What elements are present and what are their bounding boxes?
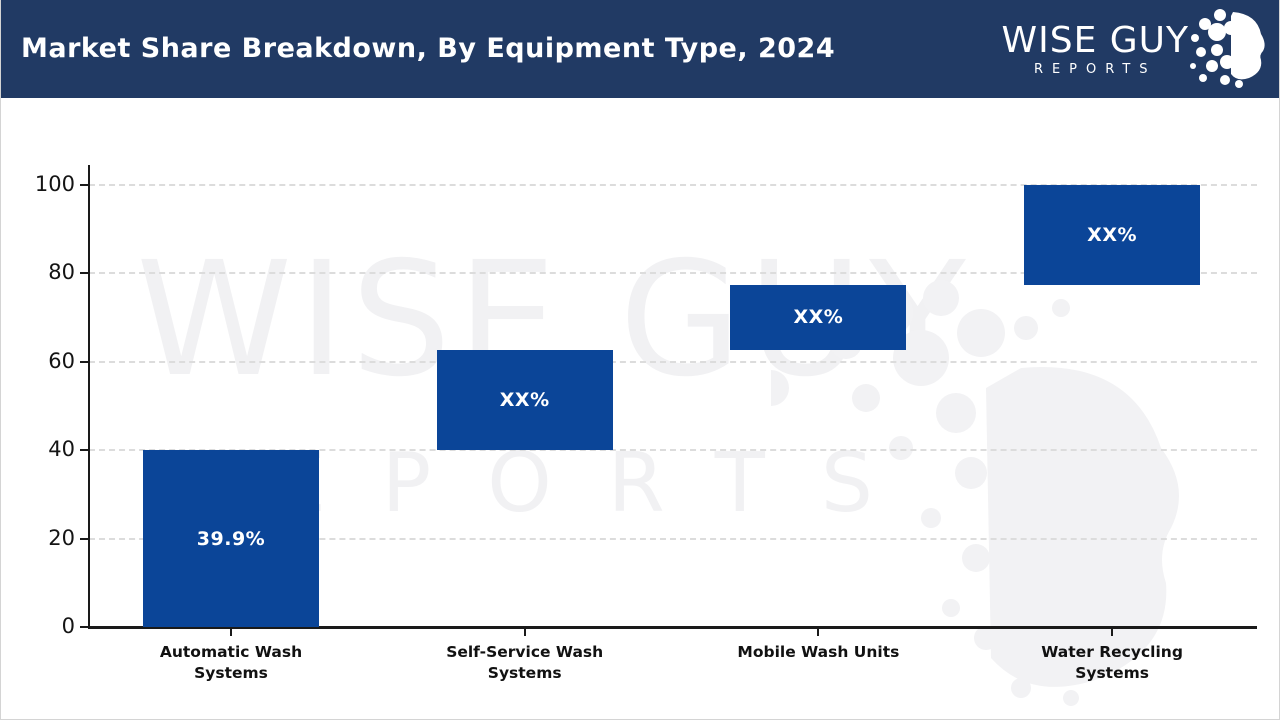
y-axis-tick-label: 100 xyxy=(34,171,75,196)
bar-segment: 39.9% xyxy=(143,450,319,627)
y-axis-tick xyxy=(80,360,89,363)
header-banner: Market Share Breakdown, By Equipment Typ… xyxy=(1,0,1279,98)
y-axis-tick-label: 20 xyxy=(48,525,75,550)
y-axis-tick-label: 40 xyxy=(48,437,75,461)
gridline xyxy=(89,360,1257,363)
x-axis-category-label: Self-Service Wash Systems xyxy=(446,643,604,682)
bar-segment: XX% xyxy=(1024,184,1201,285)
chart-area: WISE GUY REPORTS xyxy=(1,98,1279,719)
x-axis-tick xyxy=(817,628,820,636)
y-axis-tick-label: 60 xyxy=(48,348,75,373)
bar-segment: XX% xyxy=(730,284,907,350)
logo-face-icon xyxy=(1190,9,1265,88)
y-axis-tick xyxy=(80,272,89,274)
logo-wordmark: WISE GUY xyxy=(1001,20,1189,61)
logo-subtitle: REPORTS xyxy=(1033,62,1157,77)
logo-text: WISE GUY REPORTS xyxy=(1001,20,1190,78)
bar-value-label: 39.9% xyxy=(196,527,266,550)
y-axis-line xyxy=(88,165,90,629)
gridline xyxy=(89,183,1257,186)
y-axis-tick xyxy=(80,183,89,186)
x-axis-category-label: Automatic Wash Systems xyxy=(159,643,303,682)
y-axis-tick xyxy=(80,537,89,540)
gridline xyxy=(89,272,1257,274)
wise-guy-reports-logo: WISE GUY REPORTS xyxy=(1002,6,1267,92)
y-axis-tick-label: 0 xyxy=(61,614,75,638)
x-axis-category-label: Mobile Wash Units xyxy=(737,643,900,661)
bar-value-label: XX% xyxy=(1087,223,1138,246)
x-axis-line xyxy=(88,626,1257,629)
y-axis-tick-label: 80 xyxy=(48,260,75,284)
gridline xyxy=(89,449,1257,451)
chart-title: Market Share Breakdown, By Equipment Typ… xyxy=(21,33,836,64)
x-axis-tick xyxy=(1111,628,1114,636)
bar-value-label: XX% xyxy=(499,388,550,411)
x-axis-tick xyxy=(230,628,232,636)
y-axis-tick xyxy=(80,449,89,451)
bar-segment: XX% xyxy=(436,349,613,451)
gridline xyxy=(89,537,1257,540)
x-axis-category-label: Water Recycling Systems xyxy=(1041,643,1183,682)
bar-value-label: XX% xyxy=(793,306,844,329)
y-axis-tick xyxy=(80,626,89,628)
x-axis-tick xyxy=(523,628,526,636)
